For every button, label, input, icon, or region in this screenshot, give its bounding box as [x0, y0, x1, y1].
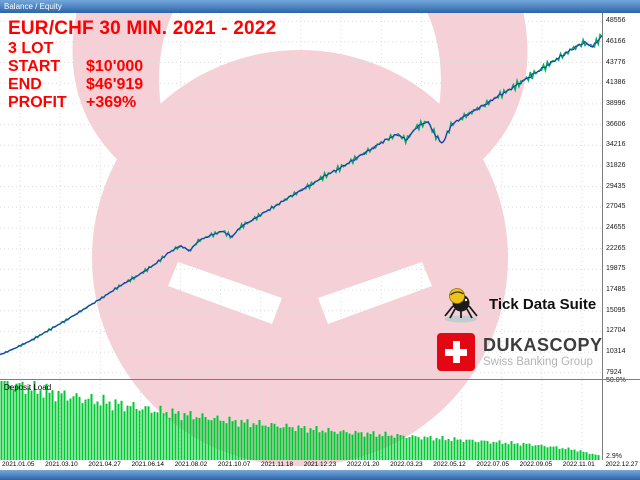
- start-value: $10'000: [86, 58, 144, 75]
- overlay-end-row: END $46'919: [8, 76, 276, 94]
- overlay-profit-row: PROFIT +369%: [8, 94, 276, 112]
- tick-data-suite-text: Tick Data Suite: [489, 295, 597, 313]
- y-tick: 22265: [606, 244, 626, 252]
- dukascopy-logo: DUKASCOPY Swiss Banking Group: [437, 333, 603, 371]
- x-tick: 2022.09.05: [519, 461, 553, 468]
- y-tick: 12704: [606, 327, 626, 335]
- dukascopy-subtitle: Swiss Banking Group: [483, 355, 593, 368]
- deposit-load-chart: [0, 380, 600, 460]
- y-tick: 43776: [606, 58, 626, 66]
- summary-overlay: EUR/CHF 30 MIN. 2021 - 2022 3 LOT START $…: [8, 18, 276, 112]
- overlay-start-row: START $10'000: [8, 58, 276, 76]
- x-tick: 2021.12.23: [303, 461, 337, 468]
- overlay-title: EUR/CHF 30 MIN. 2021 - 2022: [8, 18, 277, 39]
- y-tick: 10314: [606, 348, 626, 356]
- x-tick: 2021.11.18: [261, 461, 294, 468]
- x-tick: 2021.06.14: [131, 461, 165, 468]
- bottom-bar: [0, 470, 640, 480]
- value-axis: 50.0% 2.9% 48556 46166 43776 41386 38996 3660…: [602, 13, 640, 460]
- end-label: END: [8, 76, 42, 93]
- ant-icon: [444, 288, 478, 323]
- x-tick: 2022.12.27: [605, 461, 638, 468]
- x-tick: 2022.07.05: [476, 461, 509, 468]
- y-tick: 38996: [606, 99, 626, 107]
- y-tick: 19875: [606, 265, 626, 273]
- time-axis: 2021.01.05 2021.03.10 2021.04.27 2021.06.14…: [0, 461, 640, 468]
- dukascopy-text-block: DUKASCOPY Swiss Banking Group: [483, 334, 603, 369]
- end-value: $46'919: [86, 76, 144, 93]
- y-tick: 15095: [606, 306, 626, 314]
- deposit-min-tick: 2.9%: [606, 453, 622, 460]
- dukascopy-name: DUKASCOPY: [483, 334, 603, 355]
- panel-divider: [0, 379, 640, 380]
- overlay-lot-line: 3 LOT: [8, 40, 54, 57]
- y-tick: 41386: [606, 79, 626, 87]
- deposit-max-tick: 50.0%: [606, 377, 626, 384]
- y-tick: 36606: [606, 120, 626, 128]
- swiss-cross-icon: [437, 333, 475, 371]
- y-tick: 48556: [606, 17, 626, 25]
- top-title-bar: Balance / Equity: [0, 0, 640, 13]
- y-tick: 31826: [606, 161, 626, 169]
- y-tick: 7924: [606, 368, 622, 376]
- x-tick: 2022.03.23: [390, 461, 423, 468]
- start-label: START: [8, 58, 61, 75]
- x-tick: 2021.04.27: [88, 461, 121, 468]
- x-tick: 2022.01.20: [346, 461, 380, 468]
- x-tick: 2021.10.07: [217, 461, 251, 468]
- x-tick: 2022.11.01: [562, 461, 595, 468]
- y-tick: 27045: [606, 203, 626, 211]
- tick-data-suite-logo: Tick Data Suite: [438, 284, 596, 324]
- balance-equity-label: Balance / Equity: [4, 2, 62, 11]
- profit-label: PROFIT: [8, 94, 67, 111]
- profit-value: +369%: [86, 94, 137, 111]
- y-tick: 34216: [606, 141, 626, 149]
- x-tick: 2022.05.12: [433, 461, 466, 468]
- x-tick: 2021.01.05: [2, 461, 35, 468]
- y-tick: 46166: [606, 37, 626, 45]
- y-tick: 24655: [606, 223, 626, 231]
- deposit-load-label: Deposit Load: [4, 383, 52, 392]
- x-tick: 2021.03.10: [45, 461, 78, 468]
- x-tick: 2021.08.02: [174, 461, 208, 468]
- y-tick: 29435: [606, 182, 626, 190]
- y-tick: 17485: [606, 286, 626, 293]
